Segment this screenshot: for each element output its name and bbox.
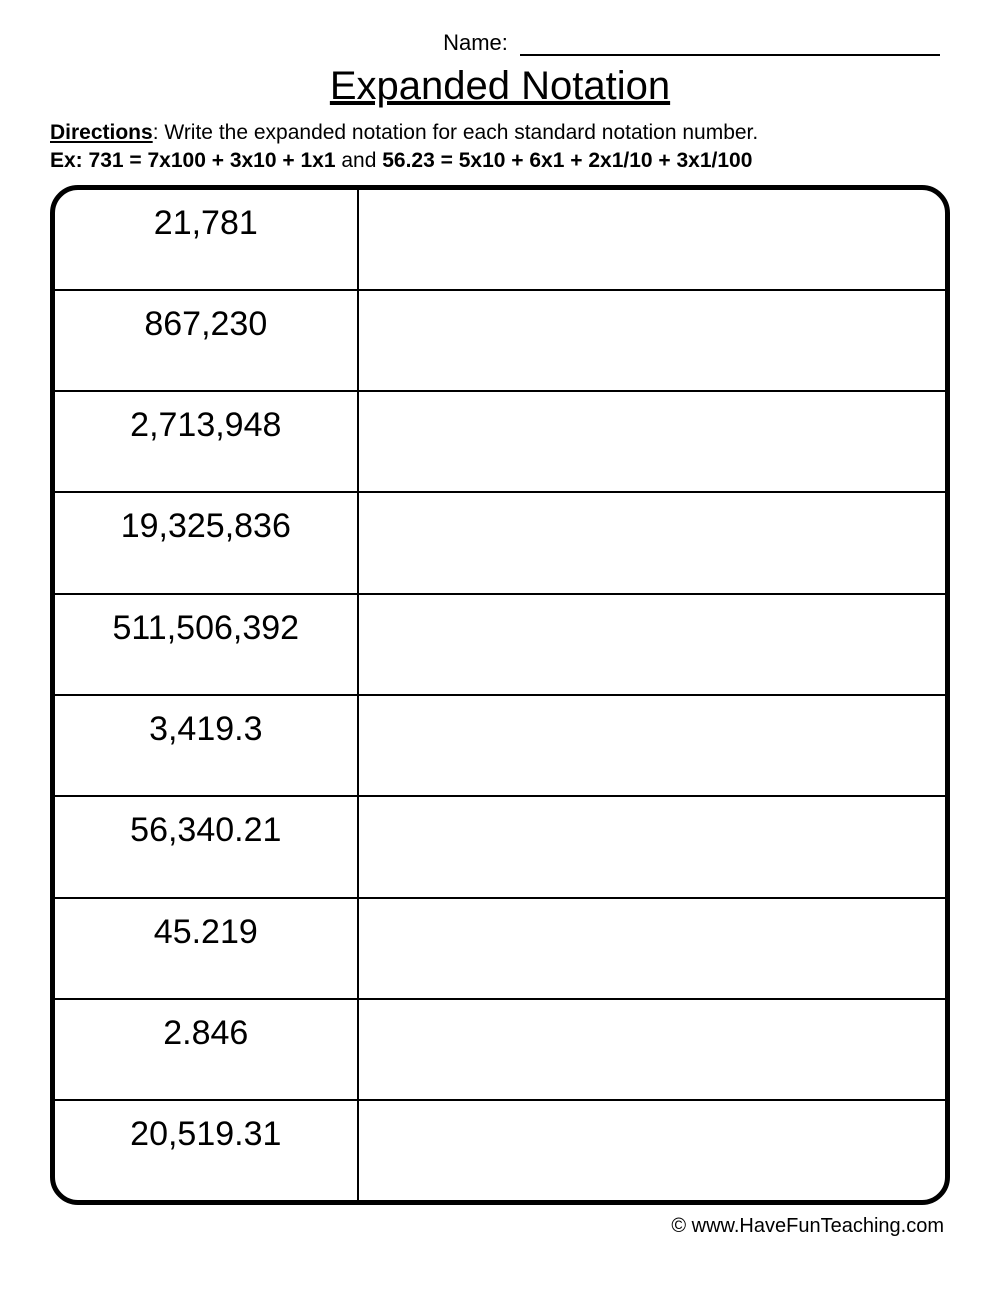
table-row: 21,781 [55, 190, 945, 290]
table-row: 3,419.3 [55, 695, 945, 796]
page-title: Expanded Notation [50, 64, 950, 109]
table-row: 511,506,392 [55, 594, 945, 695]
table-row: 45.219 [55, 898, 945, 999]
worksheet-table-wrap: 21,781 867,230 2,713,948 19,325,836 511,… [50, 185, 950, 1205]
table-row: 56,340.21 [55, 796, 945, 897]
number-cell: 2.846 [55, 999, 358, 1100]
directions-text: : Write the expanded notation for each s… [153, 121, 759, 144]
number-cell: 56,340.21 [55, 796, 358, 897]
name-line: Name: [50, 30, 950, 56]
answer-cell[interactable] [358, 796, 945, 897]
answer-cell[interactable] [358, 1100, 945, 1200]
examples-line: Ex: 731 = 7x100 + 3x10 + 1x1 and 56.23 =… [50, 149, 950, 173]
number-cell: 20,519.31 [55, 1100, 358, 1200]
directions-label: Directions [50, 121, 153, 144]
answer-cell[interactable] [358, 492, 945, 593]
number-cell: 3,419.3 [55, 695, 358, 796]
name-label: Name: [443, 30, 508, 56]
name-blank[interactable] [520, 36, 940, 56]
table-row: 2,713,948 [55, 391, 945, 492]
number-cell: 21,781 [55, 190, 358, 290]
answer-cell[interactable] [358, 290, 945, 391]
directions-line: Directions: Write the expanded notation … [50, 121, 950, 145]
number-cell: 19,325,836 [55, 492, 358, 593]
table-row: 2.846 [55, 999, 945, 1100]
answer-cell[interactable] [358, 898, 945, 999]
number-cell: 2,713,948 [55, 391, 358, 492]
answer-cell[interactable] [358, 594, 945, 695]
table-row: 867,230 [55, 290, 945, 391]
answer-cell[interactable] [358, 190, 945, 290]
number-cell: 867,230 [55, 290, 358, 391]
worksheet-table: 21,781 867,230 2,713,948 19,325,836 511,… [55, 190, 945, 1200]
answer-cell[interactable] [358, 695, 945, 796]
number-cell: 45.219 [55, 898, 358, 999]
example-1: 731 = 7x100 + 3x10 + 1x1 [89, 149, 336, 172]
answer-cell[interactable] [358, 391, 945, 492]
worksheet-page: Name: Expanded Notation Directions: Writ… [0, 0, 1000, 1258]
answer-cell[interactable] [358, 999, 945, 1100]
example-joiner: and [336, 149, 383, 172]
footer-copyright: © www.HaveFunTeaching.com [50, 1215, 950, 1238]
table-row: 20,519.31 [55, 1100, 945, 1200]
example-prefix: Ex: [50, 149, 89, 172]
example-2: 56.23 = 5x10 + 6x1 + 2x1/10 + 3x1/100 [382, 149, 752, 172]
table-row: 19,325,836 [55, 492, 945, 593]
number-cell: 511,506,392 [55, 594, 358, 695]
